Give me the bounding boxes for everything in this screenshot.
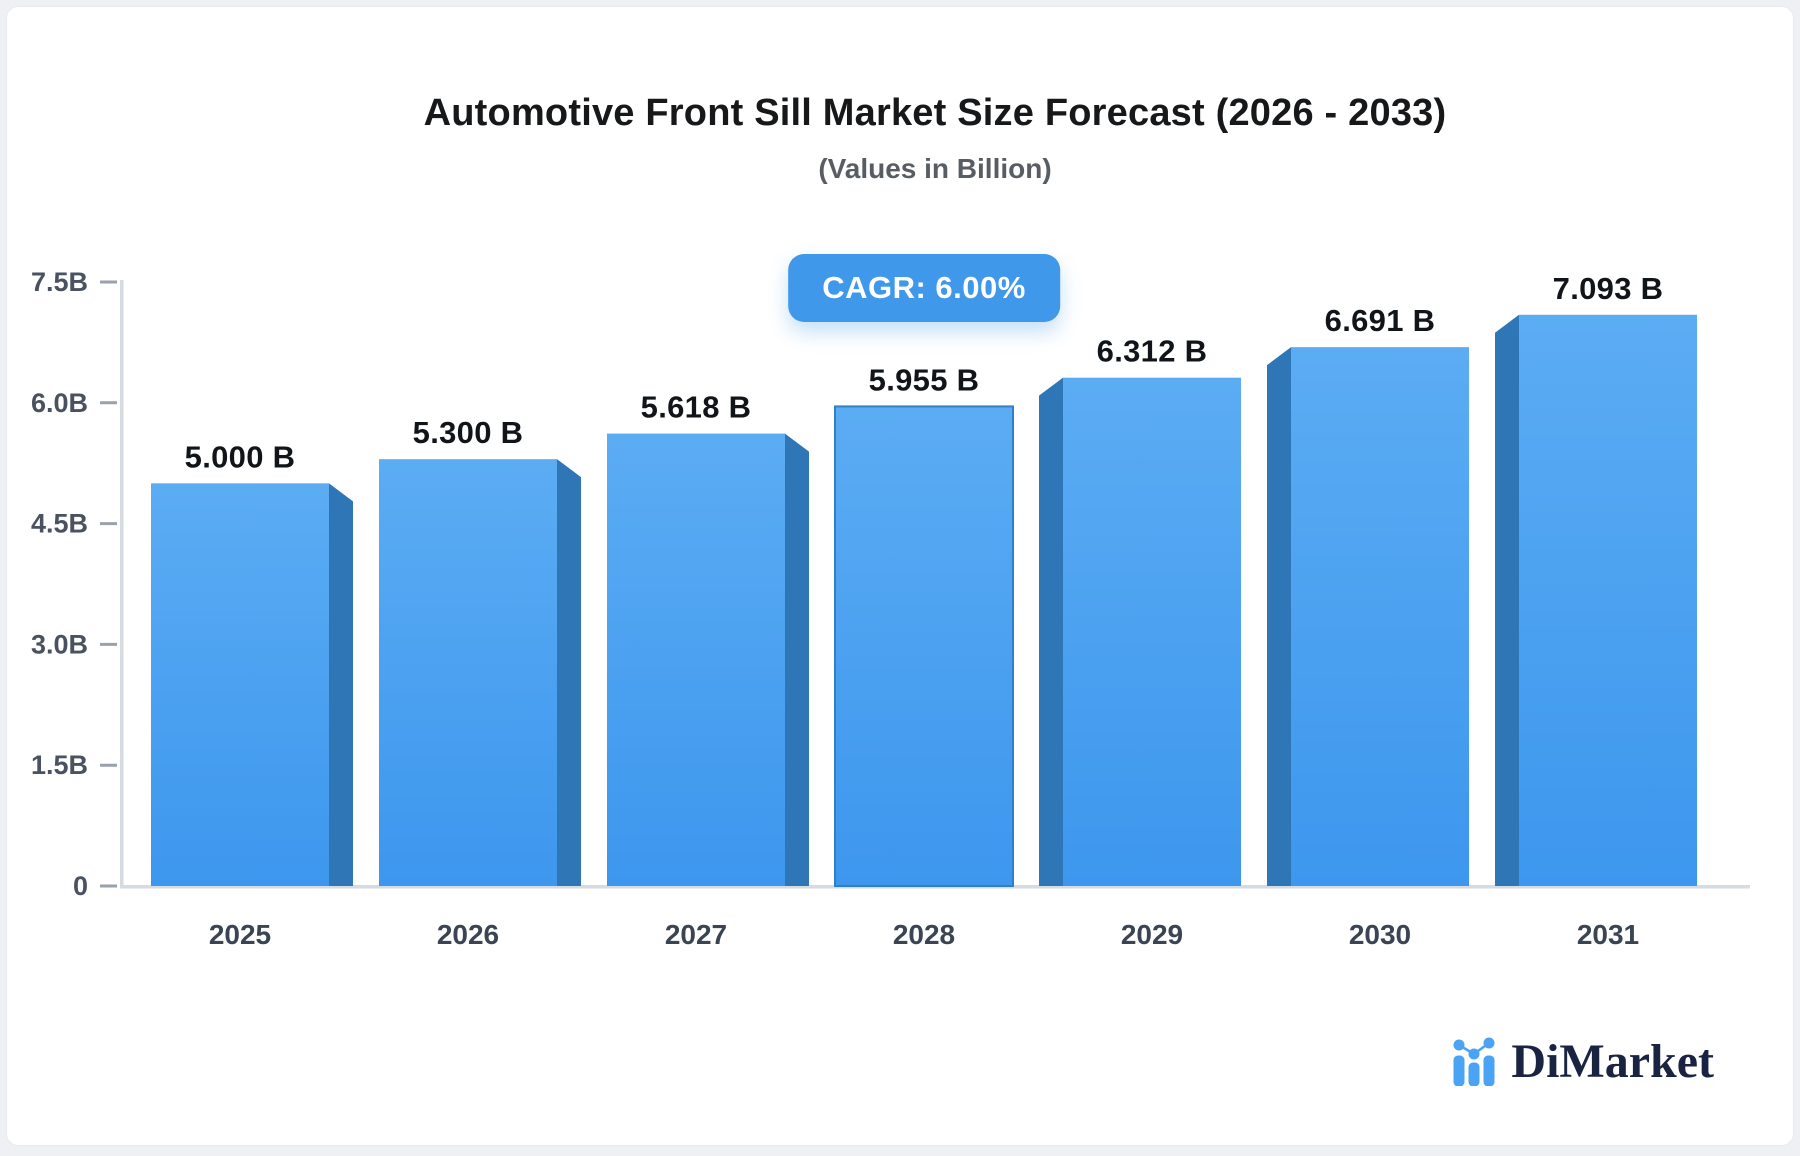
y-tick-label: 1.5B — [31, 750, 88, 780]
y-axis-line — [120, 280, 124, 888]
chart-title: Automotive Front Sill Market Size Foreca… — [423, 92, 1447, 134]
bar-value-label: 6.312 B — [1097, 334, 1208, 369]
dimarket-logo: DiMarket — [1453, 1036, 1714, 1086]
x-axis-label: 2026 — [437, 919, 499, 950]
bar-side — [1039, 377, 1063, 886]
x-axis-label: 2027 — [665, 919, 727, 950]
bar[interactable] — [151, 483, 329, 886]
bar[interactable] — [379, 459, 557, 886]
bar-side — [1495, 314, 1519, 886]
bar[interactable] — [607, 433, 785, 886]
bar-value-label: 6.691 B — [1325, 303, 1436, 338]
bar[interactable] — [1063, 377, 1241, 886]
bar-side — [785, 433, 809, 886]
bar-value-label: 5.618 B — [641, 390, 752, 425]
y-tick-label: 7.5B — [31, 267, 88, 297]
x-axis-label: 2029 — [1121, 919, 1183, 950]
bar-value-label: 5.000 B — [185, 439, 296, 474]
x-axis-label: 2025 — [209, 919, 271, 950]
y-tick-label: 0 — [73, 871, 88, 901]
x-axis-label: 2031 — [1577, 919, 1639, 950]
y-tick-label: 3.0B — [31, 629, 88, 659]
bar-value-label: 5.300 B — [413, 415, 524, 450]
bar-side — [557, 459, 581, 886]
bar[interactable] — [1519, 314, 1697, 886]
y-tick-label: 4.5B — [31, 509, 88, 539]
y-tick-label: 6.0B — [31, 388, 88, 418]
bar-value-label: 5.955 B — [869, 362, 980, 397]
x-axis-label: 2030 — [1349, 919, 1411, 950]
bar[interactable] — [1291, 347, 1469, 886]
dimarket-logo-text: DiMarket — [1511, 1035, 1714, 1088]
bar-value-label: 7.093 B — [1553, 271, 1664, 306]
dimarket-logo-icon — [1453, 1037, 1495, 1086]
bar[interactable] — [834, 405, 1014, 887]
chart-header: Automotive Front Sill Market Size Foreca… — [120, 92, 1750, 185]
x-axis-label: 2028 — [893, 919, 955, 950]
bar-side — [1267, 347, 1291, 886]
chart-subtitle: (Values in Billion) — [818, 153, 1052, 184]
bar-side — [329, 483, 353, 886]
cagr-badge: CAGR: 6.00% — [788, 254, 1060, 322]
